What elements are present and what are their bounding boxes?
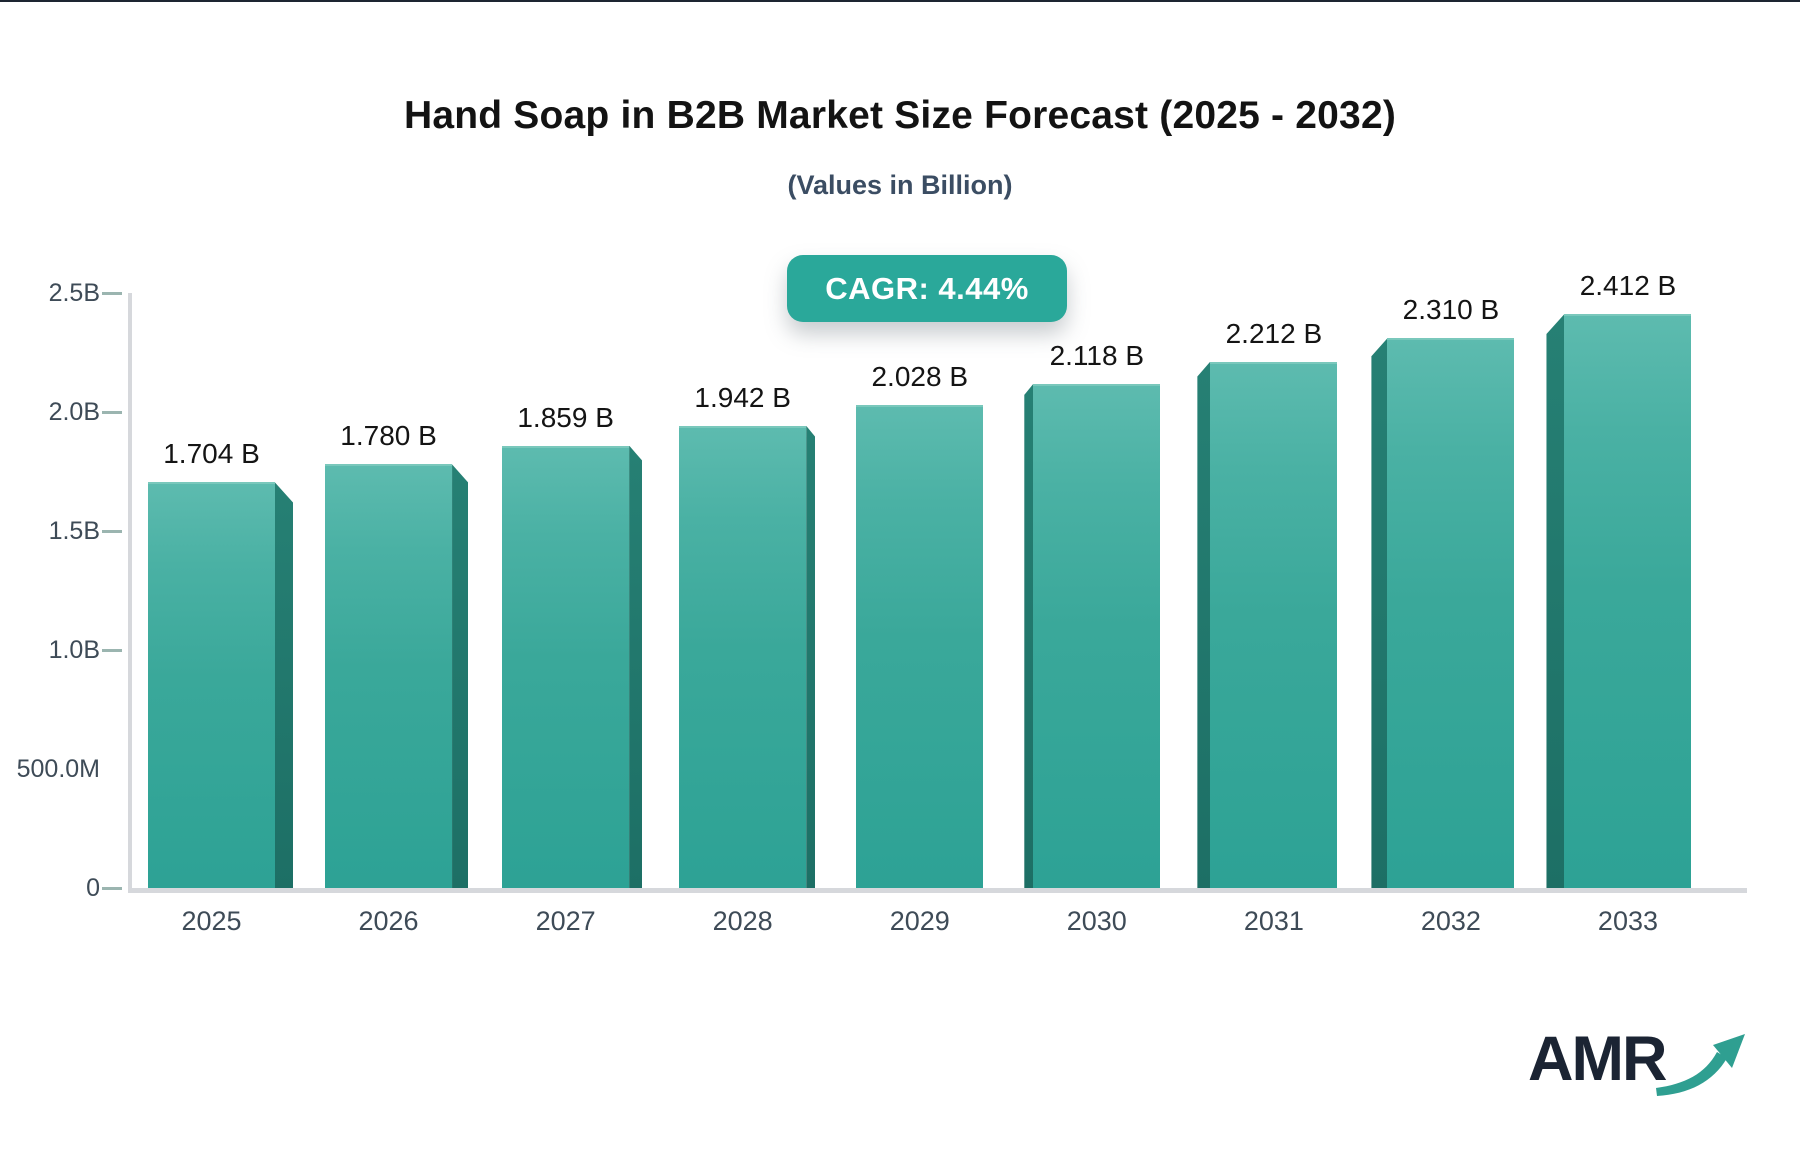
bar-side-face bbox=[452, 464, 469, 888]
bar[interactable] bbox=[1564, 313, 1692, 888]
x-axis-category-label: 2025 bbox=[181, 906, 242, 936]
y-axis-tick-label: 500.0M bbox=[16, 755, 100, 783]
y-axis-tick-label: 2.5B bbox=[48, 279, 100, 307]
x-axis-category-label: 2026 bbox=[358, 906, 419, 936]
y-axis-tick-mark bbox=[102, 411, 122, 414]
x-axis-line bbox=[128, 888, 1747, 893]
bar[interactable] bbox=[1033, 383, 1161, 888]
x-axis-category-label: 2028 bbox=[712, 906, 773, 936]
bar-side-face bbox=[1371, 338, 1388, 888]
amr-logo-text: AMR bbox=[1528, 1024, 1667, 1094]
y-axis-tick-label: 1.5B bbox=[48, 517, 100, 545]
bar-side-face bbox=[275, 482, 293, 888]
y-axis-tick-mark bbox=[102, 530, 122, 533]
bar-value-label: 2.310 B bbox=[1402, 294, 1500, 326]
bar-value-label: 1.780 B bbox=[340, 420, 437, 452]
growth-arrow-icon bbox=[1656, 1034, 1746, 1096]
bar[interactable] bbox=[1210, 361, 1338, 888]
y-axis-tick-mark bbox=[102, 292, 122, 295]
x-axis-category-label: 2032 bbox=[1420, 906, 1481, 936]
cagr-badge: CAGR: 4.44% bbox=[787, 255, 1067, 322]
x-axis-category-label: 2029 bbox=[889, 906, 950, 936]
chart-subtitle: (Values in Billion) bbox=[787, 170, 1013, 200]
bar-side-face bbox=[806, 425, 816, 888]
y-axis-tick-label: 0 bbox=[86, 874, 100, 902]
bar-value-label: 2.412 B bbox=[1579, 269, 1677, 301]
bar[interactable] bbox=[856, 405, 984, 888]
chart-title: Hand Soap in B2B Market Size Forecast (2… bbox=[403, 94, 1397, 137]
y-axis-tick-mark bbox=[102, 649, 122, 652]
bar-value-label: 2.212 B bbox=[1225, 317, 1323, 349]
bar-side-face bbox=[1024, 383, 1034, 888]
y-axis-tick-mark bbox=[102, 887, 122, 890]
bar[interactable] bbox=[502, 445, 630, 888]
bar-side-face bbox=[1197, 361, 1211, 888]
y-axis-tick-label: 1.0B bbox=[48, 636, 100, 664]
x-axis-category-label: 2033 bbox=[1597, 906, 1658, 936]
y-axis-tick-label: 2.0B bbox=[48, 398, 100, 426]
bar[interactable] bbox=[148, 482, 275, 888]
bar-value-label: 1.704 B bbox=[163, 438, 260, 470]
window-top-edge bbox=[0, 0, 1800, 2]
x-axis-category-label: 2031 bbox=[1243, 906, 1304, 936]
amr-logo: AMR bbox=[1528, 1028, 1757, 1106]
bar-value-label: 2.118 B bbox=[1049, 339, 1145, 371]
x-axis-category-label: 2030 bbox=[1066, 906, 1127, 936]
bar-side-face bbox=[1546, 313, 1565, 888]
x-axis-category-label: 2027 bbox=[535, 906, 596, 936]
bar-value-label: 1.859 B bbox=[517, 401, 614, 433]
bar[interactable] bbox=[1387, 338, 1515, 888]
bar[interactable] bbox=[679, 425, 807, 888]
bar-value-label: 2.028 B bbox=[871, 361, 968, 393]
bar-side-face bbox=[629, 445, 643, 888]
bar-value-label: 1.942 B bbox=[694, 381, 791, 413]
bar[interactable] bbox=[325, 464, 453, 888]
y-axis-line bbox=[128, 293, 132, 888]
